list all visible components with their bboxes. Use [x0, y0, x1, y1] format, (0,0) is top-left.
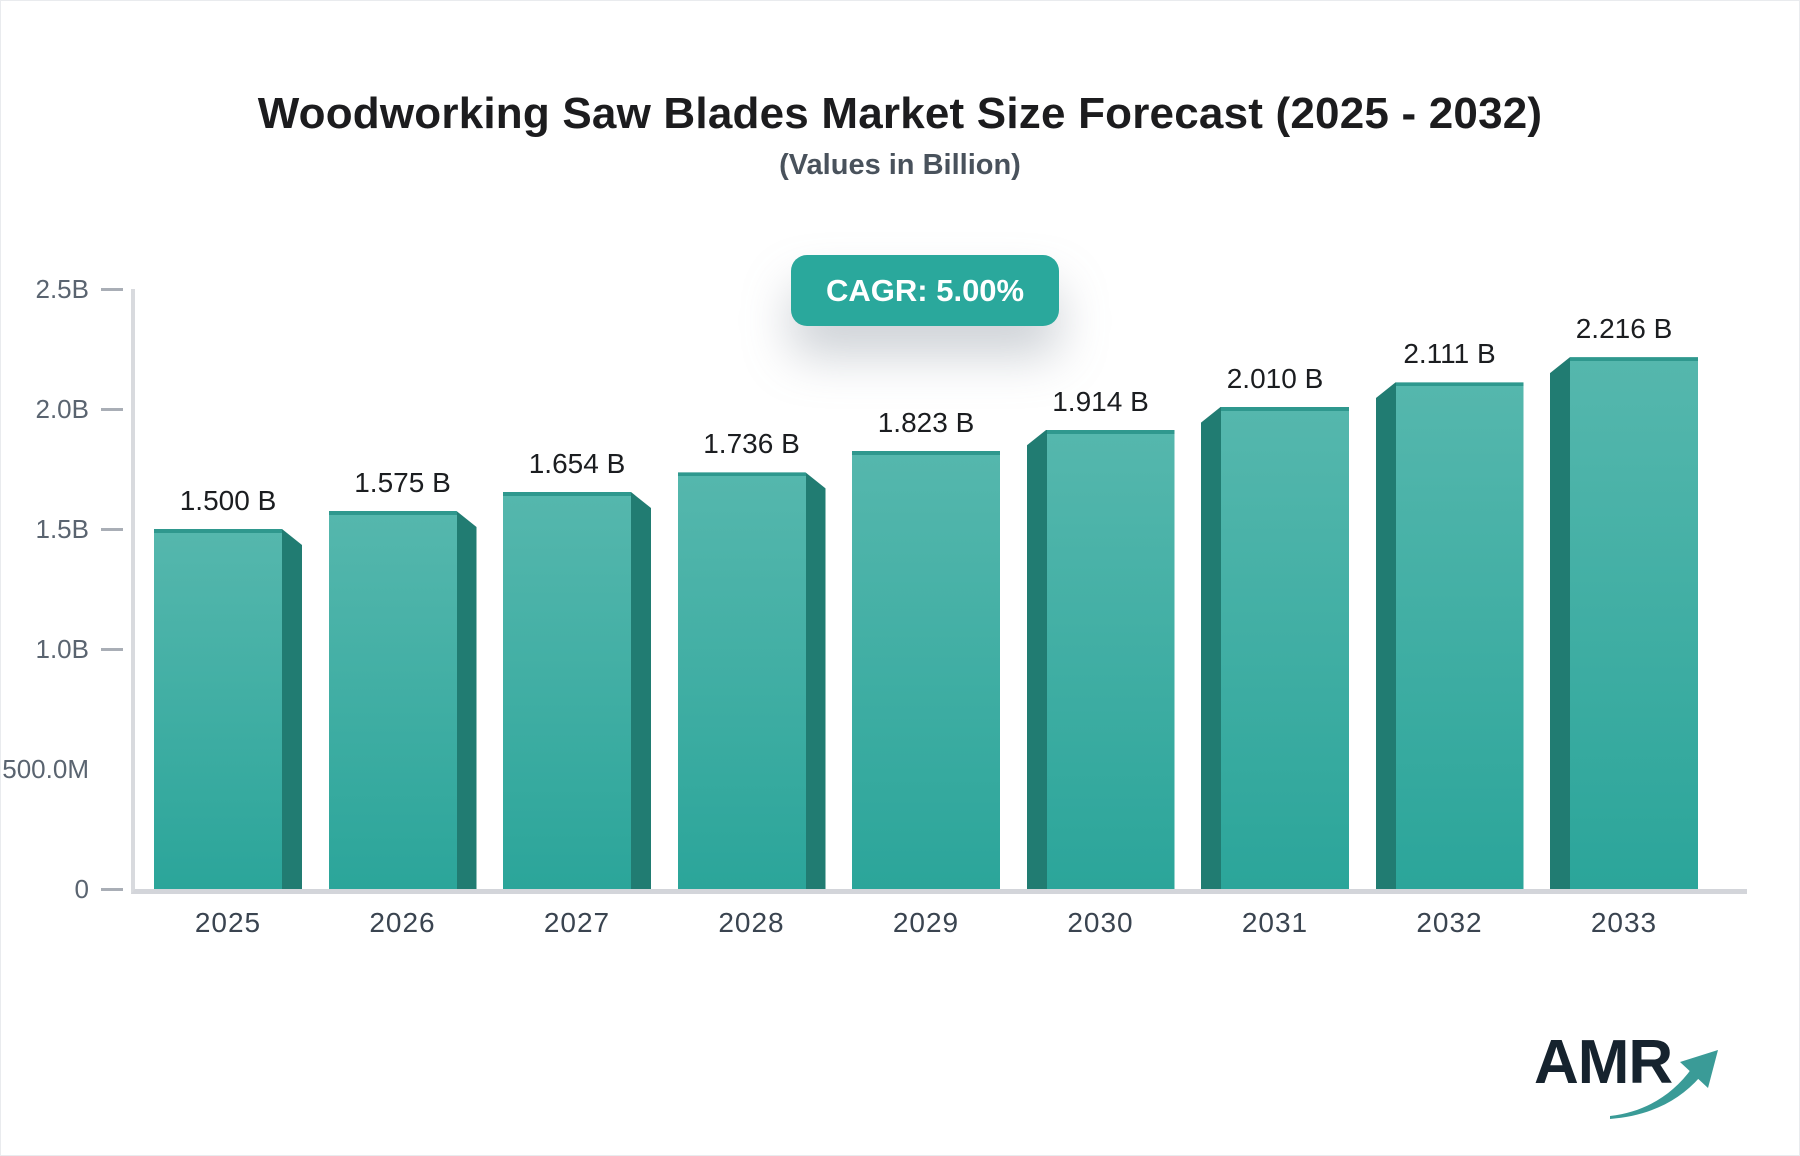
chart-subtitle: (Values in Billion) [779, 149, 1021, 181]
amr-logo: AMR [1534, 1026, 1718, 1119]
y-tick-label: 1.0B [35, 634, 90, 664]
y-tick-label: 1.5B [35, 514, 90, 544]
y-axis-ticks [101, 287, 123, 891]
bar-2029 [852, 451, 1000, 889]
plot-area: 1.500 B 2025 1.575 B 2026 1.654 B 2027 1.736 B… [131, 289, 1747, 938]
bar-2032 [1375, 382, 1524, 889]
x-tick-label: 2028 [718, 907, 785, 938]
bar-side-face [282, 529, 302, 889]
bar-2025 [154, 529, 302, 889]
bar-face [1046, 429, 1175, 889]
bar-value-label: 1.736 B [703, 428, 800, 460]
x-tick-label: 2033 [1590, 907, 1658, 938]
bar-face [1221, 406, 1349, 889]
x-tick-label: 2026 [369, 907, 436, 938]
bar-value-label: 2.111 B [1403, 338, 1496, 370]
cagr-badge: CAGR: 5.00% [791, 255, 1060, 326]
y-tick-label: 2.5B [35, 274, 90, 304]
y-tick-dash [101, 647, 123, 651]
bar-side-face [1550, 357, 1570, 889]
bar-side-face [805, 472, 826, 889]
bar-side-face [1026, 429, 1047, 889]
y-tick-label: 2.0B [35, 394, 90, 424]
y-axis-labels: 2.5B 2.0B 1.5B 1.0B 500.0M 0 [1, 274, 90, 904]
bar-value-label: 1.500 B [179, 485, 277, 516]
bar-face [154, 529, 282, 889]
growth-arrow-icon [1610, 1050, 1718, 1119]
bar-2030 [1026, 429, 1175, 889]
bar-2026 [328, 511, 477, 889]
amr-logo-text: AMR [1534, 1028, 1673, 1097]
x-tick-label: 2030 [1067, 907, 1134, 938]
bar-2031 [1201, 406, 1349, 889]
bar-value-label: 1.654 B [528, 448, 626, 480]
y-tick-dash [101, 287, 123, 291]
bar-value-label: 1.575 B [354, 467, 451, 498]
bar-2027 [503, 492, 651, 889]
bar-value-label: 2.216 B [1575, 313, 1673, 345]
y-tick-dash [101, 887, 123, 891]
bar-2028 [677, 472, 826, 889]
y-tick-dash [101, 527, 123, 531]
bar-value-label: 2.010 B [1226, 362, 1324, 394]
bar-value-label: 1.823 B [877, 407, 975, 439]
y-tick-label: 500.0M [2, 754, 89, 784]
bar-side-face [1375, 382, 1396, 889]
bar-face [677, 472, 806, 889]
bar-value-label: 1.914 B [1052, 385, 1149, 417]
bar-side-face [631, 492, 651, 889]
bar-side-face [1201, 406, 1221, 889]
x-tick-label: 2031 [1241, 907, 1309, 938]
x-tick-label: 2025 [194, 907, 262, 938]
y-tick-label: 0 [74, 874, 89, 904]
bar-face [1395, 382, 1524, 889]
bar-face [503, 492, 631, 889]
chart-title: Woodworking Saw Blades Market Size Forec… [257, 89, 1543, 138]
bar-2033 [1550, 357, 1698, 889]
bar-face [852, 451, 1000, 889]
bar-side-face [456, 511, 477, 889]
x-tick-label: 2032 [1416, 907, 1483, 938]
x-tick-label: 2027 [543, 907, 611, 938]
x-tick-label: 2029 [892, 907, 960, 938]
y-tick-dash [101, 407, 123, 411]
bar-face [328, 511, 457, 889]
bar-face [1570, 357, 1698, 889]
